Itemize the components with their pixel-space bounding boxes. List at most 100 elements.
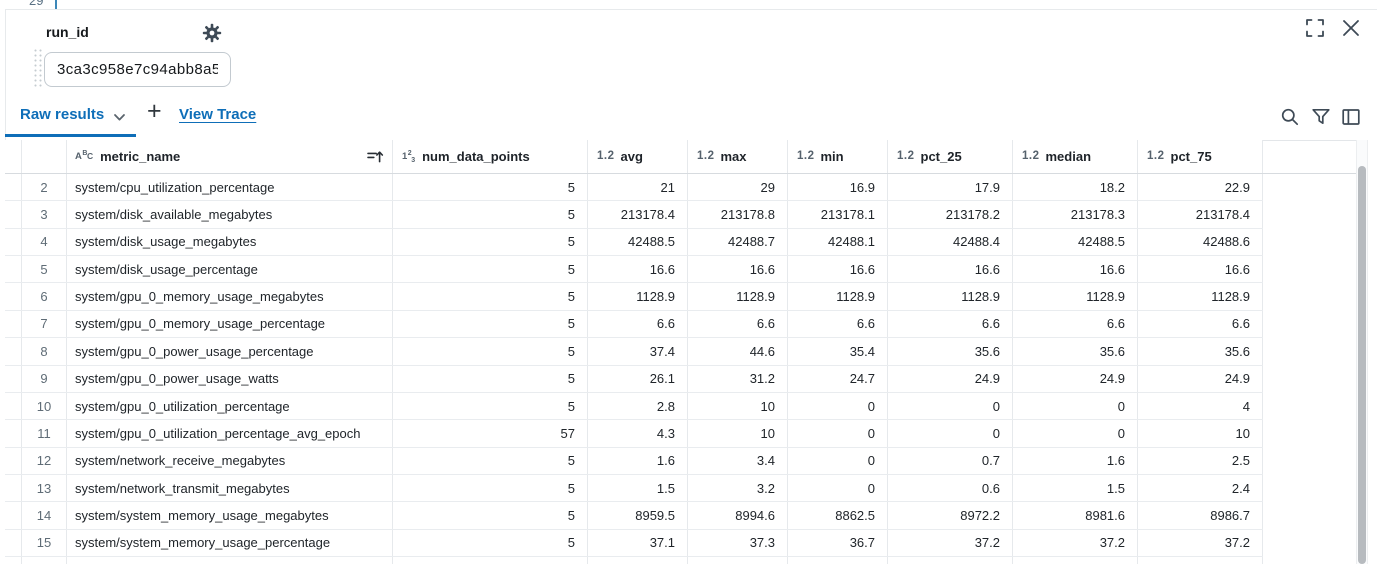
sort-ascending-icon[interactable] bbox=[367, 150, 384, 164]
column-panel-icon[interactable] bbox=[1341, 107, 1361, 127]
row-gutter-cell[interactable] bbox=[5, 529, 22, 557]
row-number-cell[interactable]: 14 bbox=[22, 502, 67, 529]
num_data_points-cell[interactable]: 5 bbox=[393, 447, 588, 474]
row-gutter-cell[interactable] bbox=[5, 338, 22, 365]
min-cell[interactable]: 0 bbox=[788, 420, 888, 447]
avg-cell[interactable]: 1128.9 bbox=[588, 283, 688, 310]
avg-cell[interactable]: 21 bbox=[588, 174, 688, 201]
avg-cell[interactable]: 37.4 bbox=[588, 338, 688, 365]
metric-name-cell[interactable]: system/disk_usage_percentage bbox=[67, 256, 393, 283]
pct_25-cell[interactable]: 42488.4 bbox=[888, 228, 1013, 256]
metric-name-cell[interactable]: system/gpu_0_memory_usage_percentage bbox=[67, 310, 393, 338]
num_data_points-cell[interactable]: 5 bbox=[393, 283, 588, 310]
max-cell[interactable]: 213178.8 bbox=[688, 201, 788, 228]
max-cell[interactable]: 8994.6 bbox=[688, 502, 788, 529]
avg-cell[interactable]: 42488.5 bbox=[588, 228, 688, 256]
pct_75-cell[interactable]: 24.9 bbox=[1138, 365, 1263, 392]
pct_75-cell[interactable]: 4 bbox=[1138, 392, 1263, 420]
median-cell[interactable]: 1.6 bbox=[1013, 447, 1138, 474]
max-cell[interactable]: 37.3 bbox=[688, 529, 788, 557]
min-cell[interactable]: 8862.5 bbox=[788, 502, 888, 529]
avg-cell[interactable]: 2.8 bbox=[588, 392, 688, 420]
row-number-cell[interactable]: 9 bbox=[22, 365, 67, 392]
min-cell[interactable]: 0 bbox=[788, 392, 888, 420]
pct_25-cell[interactable]: 0 bbox=[888, 392, 1013, 420]
pct_75-cell[interactable]: 6.6 bbox=[1138, 310, 1263, 338]
median-cell[interactable]: 16.6 bbox=[1013, 256, 1138, 283]
max-cell[interactable]: 3.4 bbox=[688, 447, 788, 474]
num_data_points-cell[interactable]: 57 bbox=[393, 420, 588, 447]
row-gutter-cell[interactable] bbox=[5, 228, 22, 256]
row-number-cell[interactable]: 11 bbox=[22, 420, 67, 447]
metric-name-cell[interactable]: system/gpu_0_utilization_percentage_avg_… bbox=[67, 420, 393, 447]
row-gutter-cell[interactable] bbox=[5, 392, 22, 420]
metric-name-cell[interactable]: system/gpu_0_memory_usage_megabytes bbox=[67, 283, 393, 310]
row-number-cell[interactable]: 13 bbox=[22, 474, 67, 502]
row-gutter-cell[interactable] bbox=[5, 283, 22, 310]
median-cell[interactable]: 24.9 bbox=[1013, 365, 1138, 392]
min-cell[interactable]: 42488.1 bbox=[788, 228, 888, 256]
search-icon[interactable] bbox=[1280, 107, 1300, 127]
pct_75-cell[interactable]: 42488.6 bbox=[1138, 228, 1263, 256]
drag-handle[interactable] bbox=[32, 47, 42, 89]
min-cell[interactable] bbox=[788, 557, 888, 564]
pct_75-cell[interactable]: 37.2 bbox=[1138, 529, 1263, 557]
row-number-cell[interactable]: 3 bbox=[22, 201, 67, 228]
pct_75-cell[interactable]: 8986.7 bbox=[1138, 502, 1263, 529]
min-cell[interactable]: 36.7 bbox=[788, 529, 888, 557]
pct_25-cell[interactable]: 8972.2 bbox=[888, 502, 1013, 529]
num_data_points-cell[interactable]: 5 bbox=[393, 392, 588, 420]
min-cell[interactable]: 35.4 bbox=[788, 338, 888, 365]
metric-name-cell[interactable]: system/gpu_0_utilization_percentage bbox=[67, 392, 393, 420]
pct_75-cell[interactable]: 16.6 bbox=[1138, 256, 1263, 283]
max-cell[interactable]: 44.6 bbox=[688, 338, 788, 365]
num_data_points-cell[interactable]: 5 bbox=[393, 502, 588, 529]
row-gutter-cell[interactable] bbox=[5, 502, 22, 529]
max-cell[interactable]: 42488.7 bbox=[688, 228, 788, 256]
pct_25-cell[interactable]: 0.6 bbox=[888, 474, 1013, 502]
column-header-pct-75[interactable]: 1.2 pct_75 bbox=[1138, 140, 1263, 173]
num_data_points-cell[interactable]: 5 bbox=[393, 256, 588, 283]
pct_75-cell[interactable]: 2.5 bbox=[1138, 447, 1263, 474]
num_data_points-cell[interactable]: 5 bbox=[393, 201, 588, 228]
row-number-cell[interactable]: 10 bbox=[22, 392, 67, 420]
avg-cell[interactable]: 4.3 bbox=[588, 420, 688, 447]
num_data_points-cell[interactable]: 5 bbox=[393, 365, 588, 392]
pct_25-cell[interactable] bbox=[888, 557, 1013, 564]
pct_25-cell[interactable]: 6.6 bbox=[888, 310, 1013, 338]
row-number-cell[interactable]: 5 bbox=[22, 256, 67, 283]
min-cell[interactable]: 1128.9 bbox=[788, 283, 888, 310]
median-cell[interactable]: 1.5 bbox=[1013, 474, 1138, 502]
median-cell[interactable]: 0 bbox=[1013, 420, 1138, 447]
pct_25-cell[interactable]: 35.6 bbox=[888, 338, 1013, 365]
tab-raw-results[interactable]: Raw results bbox=[20, 106, 105, 123]
avg-cell[interactable] bbox=[588, 557, 688, 564]
max-cell[interactable]: 10 bbox=[688, 392, 788, 420]
max-cell[interactable]: 10 bbox=[688, 420, 788, 447]
median-cell[interactable]: 8981.6 bbox=[1013, 502, 1138, 529]
pct_25-cell[interactable]: 1128.9 bbox=[888, 283, 1013, 310]
min-cell[interactable]: 6.6 bbox=[788, 310, 888, 338]
min-cell[interactable]: 0 bbox=[788, 474, 888, 502]
num_data_points-cell[interactable]: 5 bbox=[393, 174, 588, 201]
pct_75-cell[interactable] bbox=[1138, 557, 1263, 564]
row-gutter-cell[interactable] bbox=[5, 474, 22, 502]
pct_75-cell[interactable]: 2.4 bbox=[1138, 474, 1263, 502]
pct_25-cell[interactable]: 0.7 bbox=[888, 447, 1013, 474]
pct_25-cell[interactable]: 24.9 bbox=[888, 365, 1013, 392]
row-number-cell[interactable]: 2 bbox=[22, 174, 67, 201]
row-number-cell[interactable] bbox=[22, 557, 67, 564]
num_data_points-cell[interactable]: 5 bbox=[393, 474, 588, 502]
median-cell[interactable]: 18.2 bbox=[1013, 174, 1138, 201]
pct_25-cell[interactable]: 16.6 bbox=[888, 256, 1013, 283]
row-gutter-cell[interactable] bbox=[5, 201, 22, 228]
max-cell[interactable]: 1128.9 bbox=[688, 283, 788, 310]
median-cell[interactable]: 0 bbox=[1013, 392, 1138, 420]
row-gutter-cell[interactable] bbox=[5, 447, 22, 474]
pct_75-cell[interactable]: 35.6 bbox=[1138, 338, 1263, 365]
avg-cell[interactable]: 213178.4 bbox=[588, 201, 688, 228]
num_data_points-cell[interactable]: 5 bbox=[393, 338, 588, 365]
max-cell[interactable]: 29 bbox=[688, 174, 788, 201]
